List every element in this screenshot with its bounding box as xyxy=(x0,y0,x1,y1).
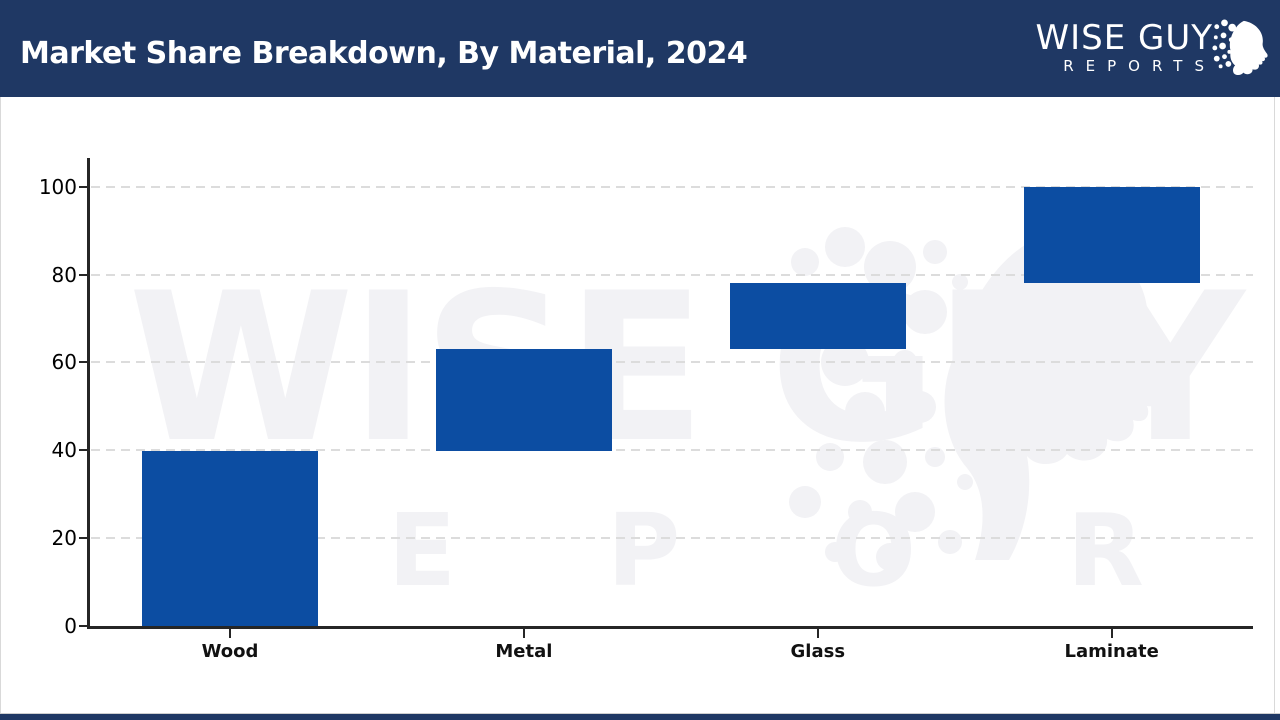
bar-wood xyxy=(142,451,318,626)
x-axis-label-wood: Wood xyxy=(201,641,259,662)
y-tick-label: 20 xyxy=(51,526,77,551)
gridline-40 xyxy=(91,449,1253,452)
x-axis-label-laminate: Laminate xyxy=(1064,641,1159,662)
gridline-20 xyxy=(91,537,1253,540)
page-title: Market Share Breakdown, By Material, 202… xyxy=(20,36,748,71)
x-tick-mark xyxy=(816,629,819,638)
x-axis-label-glass: Glass xyxy=(790,641,846,662)
x-tick-mark xyxy=(1110,629,1113,638)
gridline-100 xyxy=(91,185,1253,188)
footer-banner xyxy=(0,714,1280,720)
bar-glass xyxy=(729,283,906,350)
y-tick-mark xyxy=(79,625,88,627)
y-tick-mark xyxy=(79,361,88,364)
y-tick-mark xyxy=(79,449,88,452)
logo-reports-text: REPORTS xyxy=(1063,57,1216,75)
x-tick-mark xyxy=(522,629,525,638)
right-border xyxy=(1274,97,1275,720)
x-axis-line xyxy=(87,626,1253,629)
y-tick-label: 60 xyxy=(51,350,77,375)
x-tick-mark xyxy=(229,629,231,638)
y-tick-label: 80 xyxy=(51,262,77,287)
footer-divider xyxy=(0,713,1280,714)
gridline-80 xyxy=(91,273,1253,276)
y-axis-line xyxy=(87,158,90,629)
y-tick-mark xyxy=(79,185,88,188)
y-tick-mark xyxy=(79,273,88,276)
y-tick-mark xyxy=(79,537,88,540)
header-banner: Market Share Breakdown, By Material, 202… xyxy=(0,0,1280,97)
logo-wiseguy-text: WISE GUY xyxy=(1035,18,1213,58)
left-border xyxy=(0,97,1,720)
y-tick-label: 40 xyxy=(51,438,77,463)
y-tick-label: 0 xyxy=(64,614,77,638)
bar-laminate xyxy=(1023,186,1200,284)
wiseguy-head-icon xyxy=(1212,19,1268,76)
gridline-60 xyxy=(91,361,1253,364)
bar-metal xyxy=(435,349,612,452)
y-tick-label: 100 xyxy=(38,174,77,199)
x-axis-label-metal: Metal xyxy=(495,641,553,662)
